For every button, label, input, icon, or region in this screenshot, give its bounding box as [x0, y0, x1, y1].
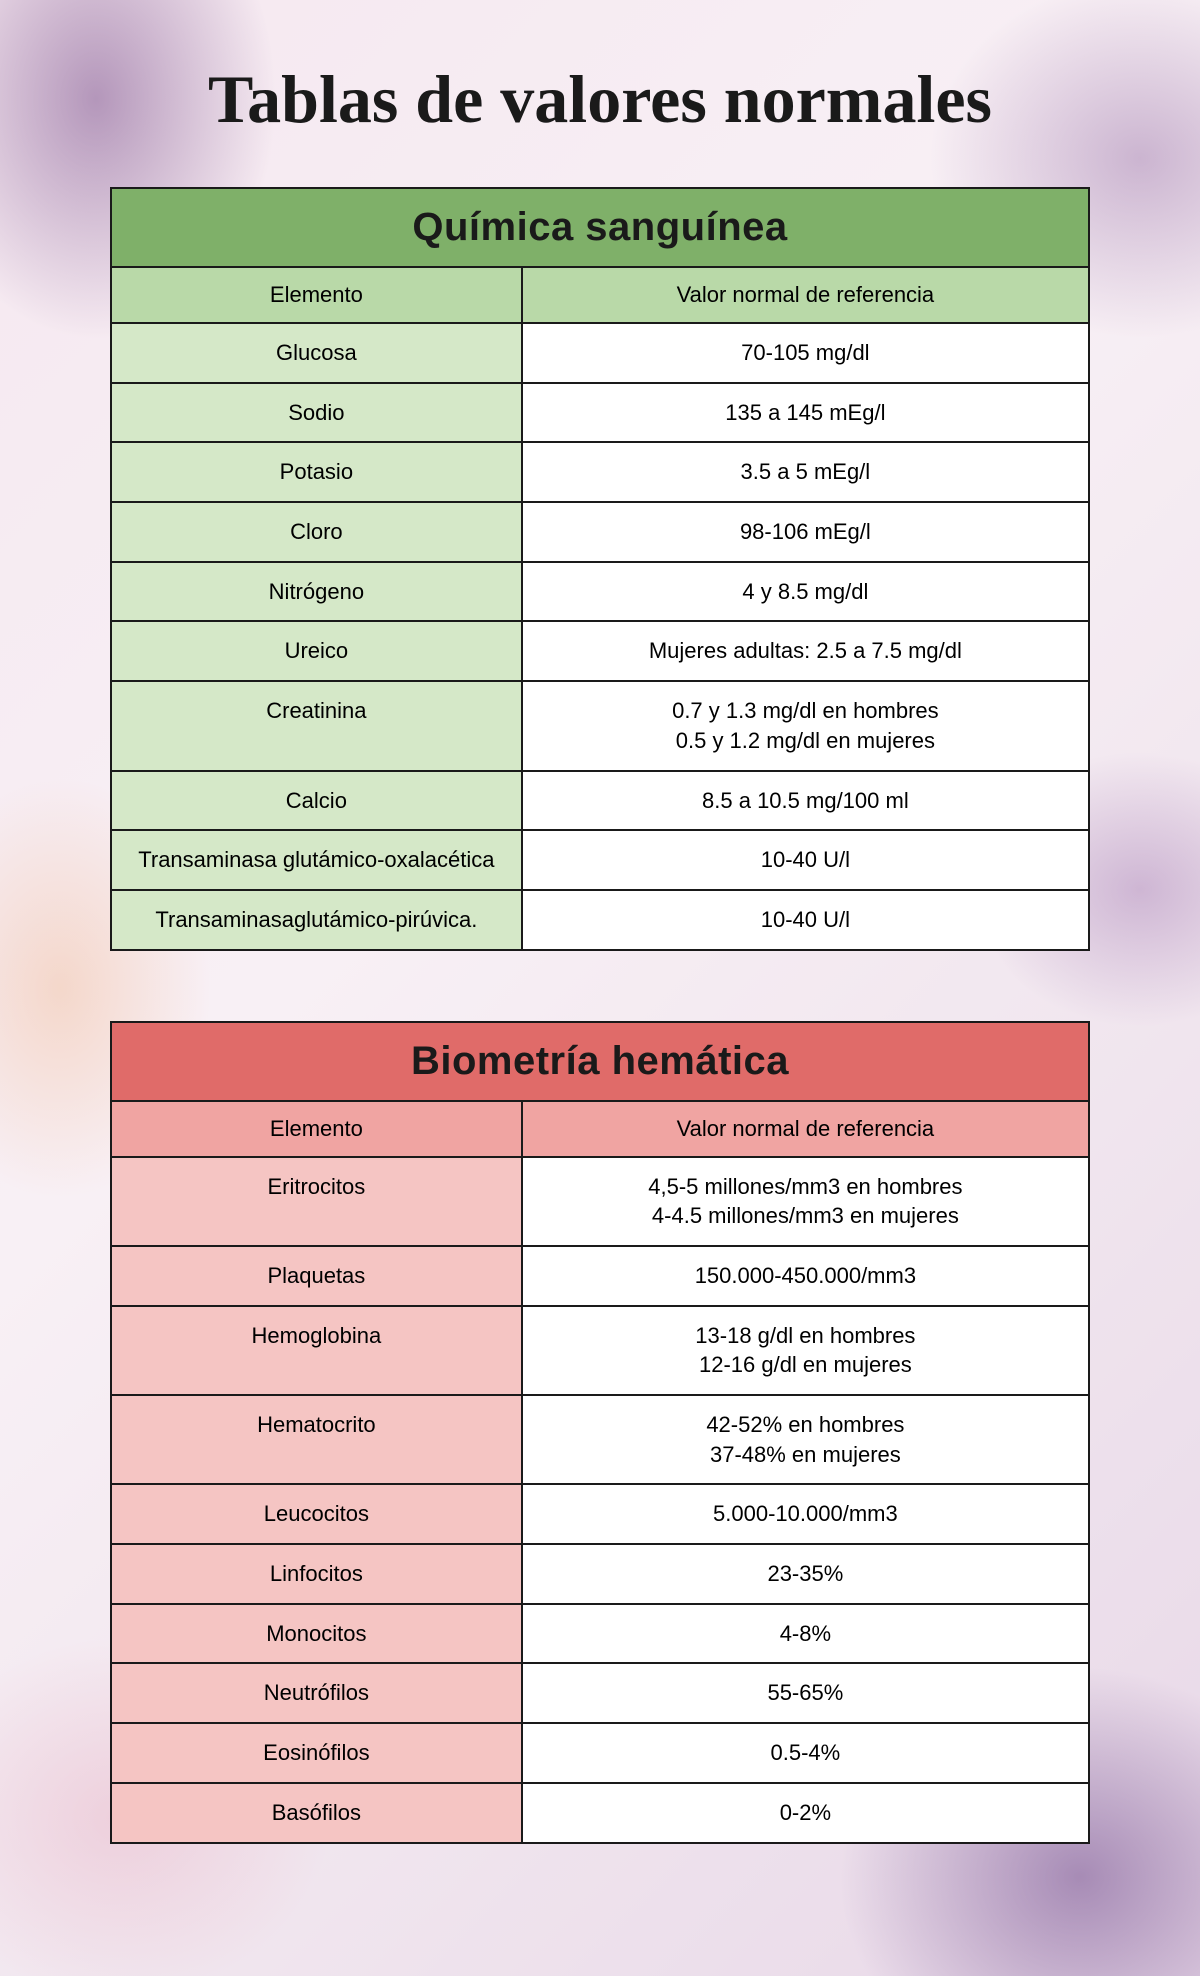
cell-element: Calcio	[111, 771, 522, 831]
cell-element: Sodio	[111, 383, 522, 443]
table-row: Cloro98-106 mEg/l	[111, 502, 1089, 562]
cell-value: 0.5-4%	[522, 1723, 1089, 1783]
table-title: Química sanguínea	[111, 188, 1089, 267]
cell-value: 4,5-5 millones/mm3 en hombres 4-4.5 mill…	[522, 1157, 1089, 1246]
column-header-element: Elemento	[111, 267, 522, 323]
cell-value: 13-18 g/dl en hombres 12-16 g/dl en muje…	[522, 1306, 1089, 1395]
data-table: Biometría hemáticaElementoValor normal d…	[110, 1021, 1090, 1844]
cell-value: 55-65%	[522, 1663, 1089, 1723]
table-row: Leucocitos5.000-10.000/mm3	[111, 1484, 1089, 1544]
cell-value: Mujeres adultas: 2.5 a 7.5 mg/dl	[522, 621, 1089, 681]
table-row: Eosinófilos0.5-4%	[111, 1723, 1089, 1783]
cell-value: 70-105 mg/dl	[522, 323, 1089, 383]
cell-value: 10-40 U/l	[522, 890, 1089, 950]
table-biometria: Biometría hemáticaElementoValor normal d…	[110, 1021, 1090, 1844]
cell-element: Basófilos	[111, 1783, 522, 1843]
table-row: Creatinina0.7 y 1.3 mg/dl en hombres 0.5…	[111, 681, 1089, 770]
table-title: Biometría hemática	[111, 1022, 1089, 1101]
table-quimica: Química sanguíneaElementoValor normal de…	[110, 187, 1090, 951]
cell-value: 8.5 a 10.5 mg/100 ml	[522, 771, 1089, 831]
table-row: Calcio8.5 a 10.5 mg/100 ml	[111, 771, 1089, 831]
cell-element: Neutrófilos	[111, 1663, 522, 1723]
cell-element: Plaquetas	[111, 1246, 522, 1306]
table-row: Basófilos0-2%	[111, 1783, 1089, 1843]
cell-value: 3.5 a 5 mEg/l	[522, 442, 1089, 502]
cell-element: Potasio	[111, 442, 522, 502]
table-row: Plaquetas150.000-450.000/mm3	[111, 1246, 1089, 1306]
table-row: Hematocrito42-52% en hombres 37-48% en m…	[111, 1395, 1089, 1484]
cell-value: 150.000-450.000/mm3	[522, 1246, 1089, 1306]
data-table: Química sanguíneaElementoValor normal de…	[110, 187, 1090, 951]
table-row: Linfocitos23-35%	[111, 1544, 1089, 1604]
cell-value: 42-52% en hombres 37-48% en mujeres	[522, 1395, 1089, 1484]
table-row: Monocitos4-8%	[111, 1604, 1089, 1664]
cell-element: Hematocrito	[111, 1395, 522, 1484]
table-row: Transaminasaglutámico-pirúvica.10-40 U/l	[111, 890, 1089, 950]
cell-element: Linfocitos	[111, 1544, 522, 1604]
table-row: Nitrógeno4 y 8.5 mg/dl	[111, 562, 1089, 622]
table-row: Potasio3.5 a 5 mEg/l	[111, 442, 1089, 502]
cell-element: Ureico	[111, 621, 522, 681]
cell-element: Eosinófilos	[111, 1723, 522, 1783]
column-header-element: Elemento	[111, 1101, 522, 1157]
cell-value: 98-106 mEg/l	[522, 502, 1089, 562]
cell-element: Creatinina	[111, 681, 522, 770]
page-title: Tablas de valores normales	[0, 60, 1200, 139]
table-row: Neutrófilos55-65%	[111, 1663, 1089, 1723]
cell-element: Leucocitos	[111, 1484, 522, 1544]
cell-value: 0.7 y 1.3 mg/dl en hombres 0.5 y 1.2 mg/…	[522, 681, 1089, 770]
cell-element: Monocitos	[111, 1604, 522, 1664]
cell-element: Hemoglobina	[111, 1306, 522, 1395]
cell-element: Nitrógeno	[111, 562, 522, 622]
cell-value: 0-2%	[522, 1783, 1089, 1843]
tables-container: Química sanguíneaElementoValor normal de…	[0, 187, 1200, 1844]
cell-element: Glucosa	[111, 323, 522, 383]
cell-element: Transaminasa glutámico-oxalacética	[111, 830, 522, 890]
cell-element: Cloro	[111, 502, 522, 562]
table-row: Sodio135 a 145 mEg/l	[111, 383, 1089, 443]
cell-value: 10-40 U/l	[522, 830, 1089, 890]
cell-value: 23-35%	[522, 1544, 1089, 1604]
table-row: Glucosa70-105 mg/dl	[111, 323, 1089, 383]
cell-element: Transaminasaglutámico-pirúvica.	[111, 890, 522, 950]
table-row: Transaminasa glutámico-oxalacética10-40 …	[111, 830, 1089, 890]
table-row: Eritrocitos4,5-5 millones/mm3 en hombres…	[111, 1157, 1089, 1246]
cell-value: 4-8%	[522, 1604, 1089, 1664]
cell-value: 4 y 8.5 mg/dl	[522, 562, 1089, 622]
column-header-value: Valor normal de referencia	[522, 1101, 1089, 1157]
cell-element: Eritrocitos	[111, 1157, 522, 1246]
cell-value: 5.000-10.000/mm3	[522, 1484, 1089, 1544]
table-row: UreicoMujeres adultas: 2.5 a 7.5 mg/dl	[111, 621, 1089, 681]
table-row: Hemoglobina13-18 g/dl en hombres 12-16 g…	[111, 1306, 1089, 1395]
cell-value: 135 a 145 mEg/l	[522, 383, 1089, 443]
column-header-value: Valor normal de referencia	[522, 267, 1089, 323]
